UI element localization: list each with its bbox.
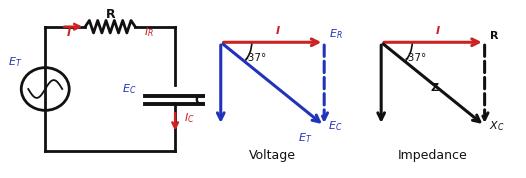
Text: $E_C$: $E_C$ — [328, 119, 343, 133]
Text: Impedance: Impedance — [398, 149, 468, 162]
Text: $E_T$: $E_T$ — [8, 55, 23, 69]
Text: I: I — [276, 26, 280, 36]
Text: I: I — [67, 28, 72, 38]
Text: $E_R$: $E_R$ — [329, 27, 343, 41]
Text: $E_C$: $E_C$ — [122, 82, 136, 96]
Text: Voltage: Voltage — [249, 149, 296, 162]
Text: -37°: -37° — [244, 53, 266, 63]
Text: $E_T$: $E_T$ — [298, 131, 312, 145]
Text: $I_C$: $I_C$ — [184, 111, 195, 125]
Text: R: R — [105, 8, 115, 21]
Text: C: C — [195, 93, 204, 107]
Text: Z: Z — [431, 83, 439, 93]
Text: $I_R$: $I_R$ — [144, 26, 154, 39]
Text: $X_C$: $X_C$ — [489, 119, 504, 133]
Text: R: R — [490, 31, 498, 41]
Text: I: I — [436, 26, 440, 36]
Text: -37°: -37° — [404, 53, 427, 63]
